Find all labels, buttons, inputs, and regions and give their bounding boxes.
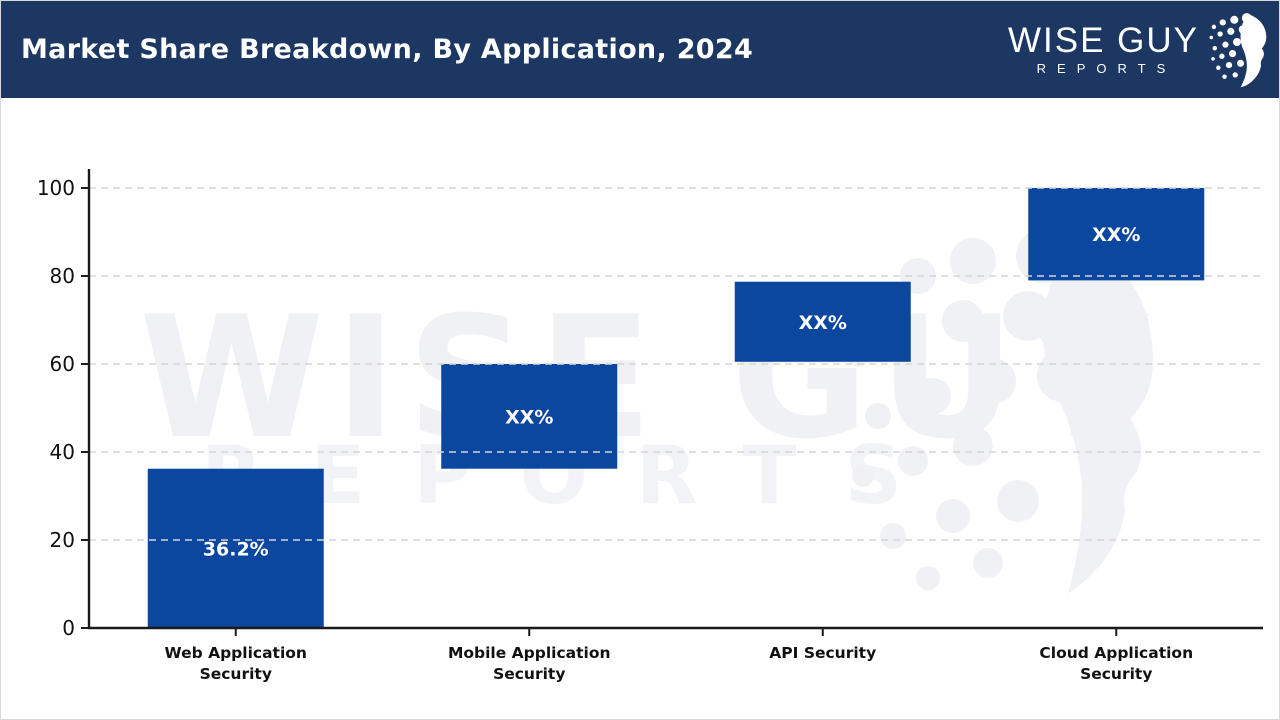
bar-value-label: XX% bbox=[799, 312, 847, 334]
header-band: Market Share Breakdown, By Application, … bbox=[1, 1, 1279, 98]
x-tick-label: API Security bbox=[769, 644, 876, 662]
plot-area: 36.2% XX% XX% XX% 0 20 40 60 80 100 Web Applicatio… bbox=[37, 169, 1263, 683]
bar-api-security bbox=[734, 281, 911, 362]
y-tick-label: 20 bbox=[50, 528, 75, 552]
y-tick-label: 40 bbox=[50, 440, 75, 464]
y-tick-label: 80 bbox=[50, 264, 75, 288]
brand-subtitle-text: REPORTS bbox=[1036, 61, 1177, 76]
y-tick-label: 0 bbox=[62, 616, 75, 640]
brand-face-icon bbox=[1209, 12, 1267, 87]
y-tick-label: 100 bbox=[37, 176, 75, 200]
x-tick-label: Security bbox=[493, 665, 565, 683]
chart-canvas: WISE GUY REPORTS 36.2% XX% XX% XX% 0 20 40 60 80… bbox=[1, 98, 1279, 719]
x-tick-label: Security bbox=[200, 665, 272, 683]
brand-name-text: WISE GUY bbox=[1007, 21, 1199, 60]
x-tick-label: Cloud Application bbox=[1039, 644, 1193, 662]
chart-title: Market Share Breakdown, By Application, … bbox=[21, 34, 754, 65]
bar-cloud-application-security bbox=[1028, 188, 1205, 281]
bar-value-label: XX% bbox=[1092, 224, 1140, 246]
x-tick-label: Web Application bbox=[165, 644, 307, 662]
brand-wordmark: WISE GUY REPORTS bbox=[1008, 23, 1199, 76]
brand-logo: WISE GUY REPORTS bbox=[1008, 1, 1269, 98]
bar-value-label: XX% bbox=[505, 406, 553, 428]
bar-value-label: 36.2% bbox=[203, 538, 269, 560]
bar-web-application-security bbox=[147, 468, 324, 628]
x-tick-label: Security bbox=[1080, 665, 1152, 683]
x-tick-label: Mobile Application bbox=[448, 644, 611, 662]
y-tick-label: 60 bbox=[50, 352, 75, 376]
